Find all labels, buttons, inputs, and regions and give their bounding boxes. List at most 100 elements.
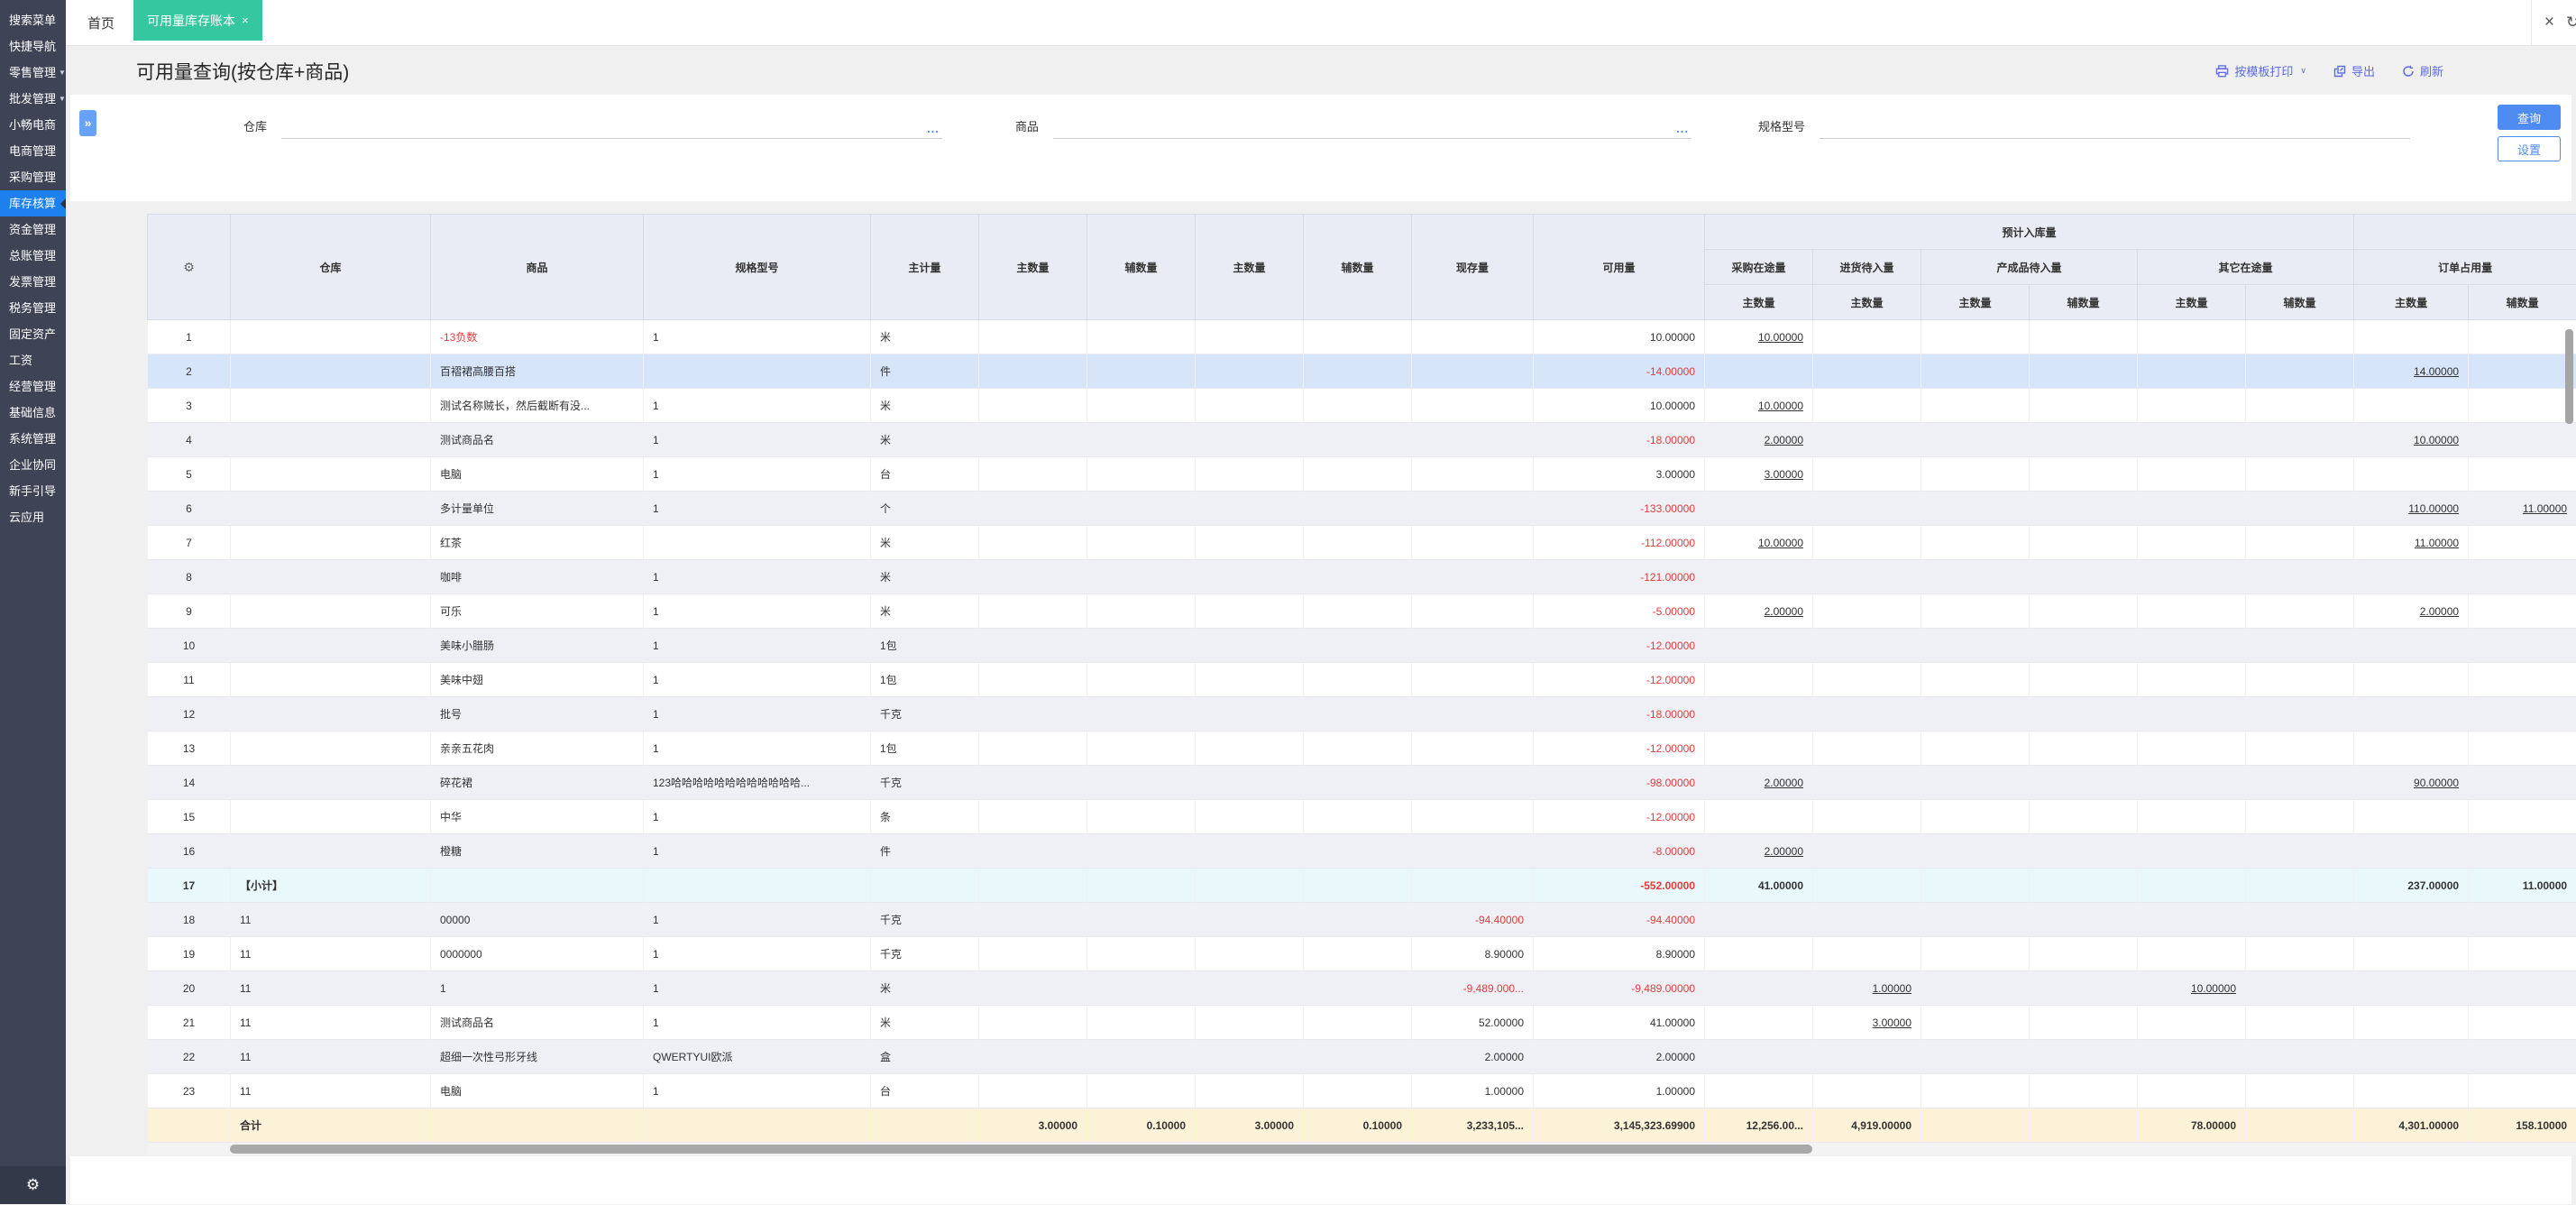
chevron-down-icon[interactable]: ∨ bbox=[2300, 66, 2306, 76]
close-all-icon[interactable]: × bbox=[2544, 13, 2554, 32]
settings-button[interactable]: 设置 bbox=[2498, 136, 2561, 161]
settings-gear-icon[interactable]: ⚙ bbox=[26, 1176, 40, 1193]
sidebar-item[interactable]: 批发管理▼ bbox=[0, 86, 66, 112]
col-aux-qty[interactable]: 辅数量 bbox=[1087, 215, 1196, 320]
sidebar-item[interactable]: 固定资产 bbox=[0, 321, 66, 347]
sidebar-item[interactable]: 工资 bbox=[0, 347, 66, 373]
col-main-qty-2[interactable]: 主数量 bbox=[1196, 215, 1304, 320]
col-spec[interactable]: 规格型号 bbox=[644, 215, 871, 320]
col-order-main-qty[interactable]: 主数量 bbox=[2354, 285, 2469, 320]
drill-down-link[interactable]: 10.00000 bbox=[2191, 982, 2236, 995]
collapse-filters-button[interactable]: » bbox=[79, 110, 96, 136]
horizontal-scrollbar-thumb[interactable] bbox=[230, 1145, 1812, 1154]
sidebar-item[interactable]: 基础信息 bbox=[0, 400, 66, 426]
drill-down-link[interactable]: 2.00000 bbox=[1765, 434, 1803, 446]
vertical-scrollbar-thumb[interactable] bbox=[2565, 329, 2573, 424]
drill-down-link[interactable]: 2.00000 bbox=[1765, 777, 1803, 789]
sidebar-item[interactable]: 经营管理 bbox=[0, 373, 66, 400]
product-input[interactable]: ... bbox=[1053, 115, 1691, 139]
sidebar-item[interactable]: 总账管理 bbox=[0, 243, 66, 269]
sidebar-item[interactable]: 云应用 bbox=[0, 504, 66, 530]
drill-down-link[interactable]: 3.00000 bbox=[1765, 468, 1803, 481]
drill-down-link[interactable]: 10.00000 bbox=[1758, 331, 1803, 344]
drill-down-link[interactable]: 2.00000 bbox=[1765, 605, 1803, 618]
sidebar-item[interactable]: 电商管理 bbox=[0, 138, 66, 164]
query-button[interactable]: 查询 bbox=[2498, 105, 2561, 130]
warehouse-picker-button[interactable]: ... bbox=[927, 122, 940, 135]
horizontal-scrollbar[interactable] bbox=[147, 1143, 2576, 1155]
col-other-aux-qty[interactable]: 辅数量 bbox=[2246, 285, 2354, 320]
col-order-occupied[interactable]: 订单占用量 bbox=[2354, 250, 2576, 285]
drill-down-link[interactable]: 90.00000 bbox=[2414, 777, 2459, 789]
col-warehouse[interactable]: 仓库 bbox=[231, 215, 431, 320]
col-on-hand[interactable]: 现存量 bbox=[1412, 215, 1534, 320]
product-picker-button[interactable]: ... bbox=[1676, 122, 1689, 135]
print-by-template-button[interactable]: 按模板打印 ∨ bbox=[2215, 62, 2306, 79]
sidebar-item[interactable]: 零售管理▼ bbox=[0, 60, 66, 86]
col-incoming-pending[interactable]: 进货待入量 bbox=[1813, 250, 1921, 285]
sidebar-item[interactable]: 采购管理 bbox=[0, 164, 66, 190]
col-other-main-qty[interactable]: 主数量 bbox=[2138, 285, 2246, 320]
col-purchase-main-qty[interactable]: 主数量 bbox=[1705, 285, 1813, 320]
drill-down-link[interactable]: 3.00000 bbox=[1873, 1016, 1911, 1029]
column-settings-icon[interactable]: ⚙ bbox=[183, 260, 195, 274]
col-purchase-transit[interactable]: 采购在途量 bbox=[1705, 250, 1813, 285]
drill-down-link[interactable]: 10.00000 bbox=[2414, 434, 2459, 446]
drill-down-link[interactable]: 14.00000 bbox=[2414, 365, 2459, 378]
sidebar-item[interactable]: 库存核算 bbox=[0, 190, 66, 216]
refresh-button[interactable]: 刷新 bbox=[2402, 62, 2443, 79]
drill-down-link[interactable]: 10.00000 bbox=[1758, 400, 1803, 412]
drill-down-link[interactable]: 11.00000 bbox=[2523, 502, 2567, 515]
drill-down-link[interactable]: 1.00000 bbox=[1873, 982, 1911, 995]
col-aux-qty-2[interactable]: 辅数量 bbox=[1304, 215, 1412, 320]
sidebar-item[interactable]: 小畅电商 bbox=[0, 112, 66, 138]
col-main-qty[interactable]: 主数量 bbox=[979, 215, 1087, 320]
restore-icon[interactable]: ↻ bbox=[2566, 14, 2576, 32]
tab-available-ledger[interactable]: 可用量库存账本 × bbox=[133, 0, 262, 41]
drill-down-link[interactable]: 110.00000 bbox=[2408, 502, 2459, 515]
col-incoming-main-qty[interactable]: 主数量 bbox=[1813, 285, 1921, 320]
spec-input[interactable] bbox=[1820, 115, 2410, 139]
col-other-transit[interactable]: 其它在途量 bbox=[2138, 250, 2354, 285]
drill-down-link[interactable]: 2.00000 bbox=[2420, 605, 2459, 618]
warehouse-input[interactable]: ... bbox=[281, 115, 942, 139]
drill-down-link[interactable]: 10.00000 bbox=[1758, 537, 1803, 549]
sidebar-item[interactable]: 发票管理 bbox=[0, 269, 66, 295]
export-button[interactable]: 导出 bbox=[2333, 62, 2375, 79]
tab-home[interactable]: 首页 bbox=[69, 0, 133, 45]
sidebar-item[interactable]: 快捷导航 bbox=[0, 33, 66, 60]
sidebar-item[interactable]: 系统管理 bbox=[0, 426, 66, 452]
sidebar-item[interactable]: 税务管理 bbox=[0, 295, 66, 321]
col-finished-aux-qty[interactable]: 辅数量 bbox=[2030, 285, 2138, 320]
col-product[interactable]: 商品 bbox=[431, 215, 644, 320]
sidebar-item[interactable]: 资金管理 bbox=[0, 216, 66, 243]
sidebar-item[interactable]: 新手引导 bbox=[0, 478, 66, 504]
col-finished-main-qty[interactable]: 主数量 bbox=[1921, 285, 2030, 320]
col-finished-pending[interactable]: 产成品待入量 bbox=[1921, 250, 2138, 285]
col-main-unit[interactable]: 主计量 bbox=[871, 215, 979, 320]
sidebar-item[interactable]: 搜索菜单 bbox=[0, 7, 66, 33]
